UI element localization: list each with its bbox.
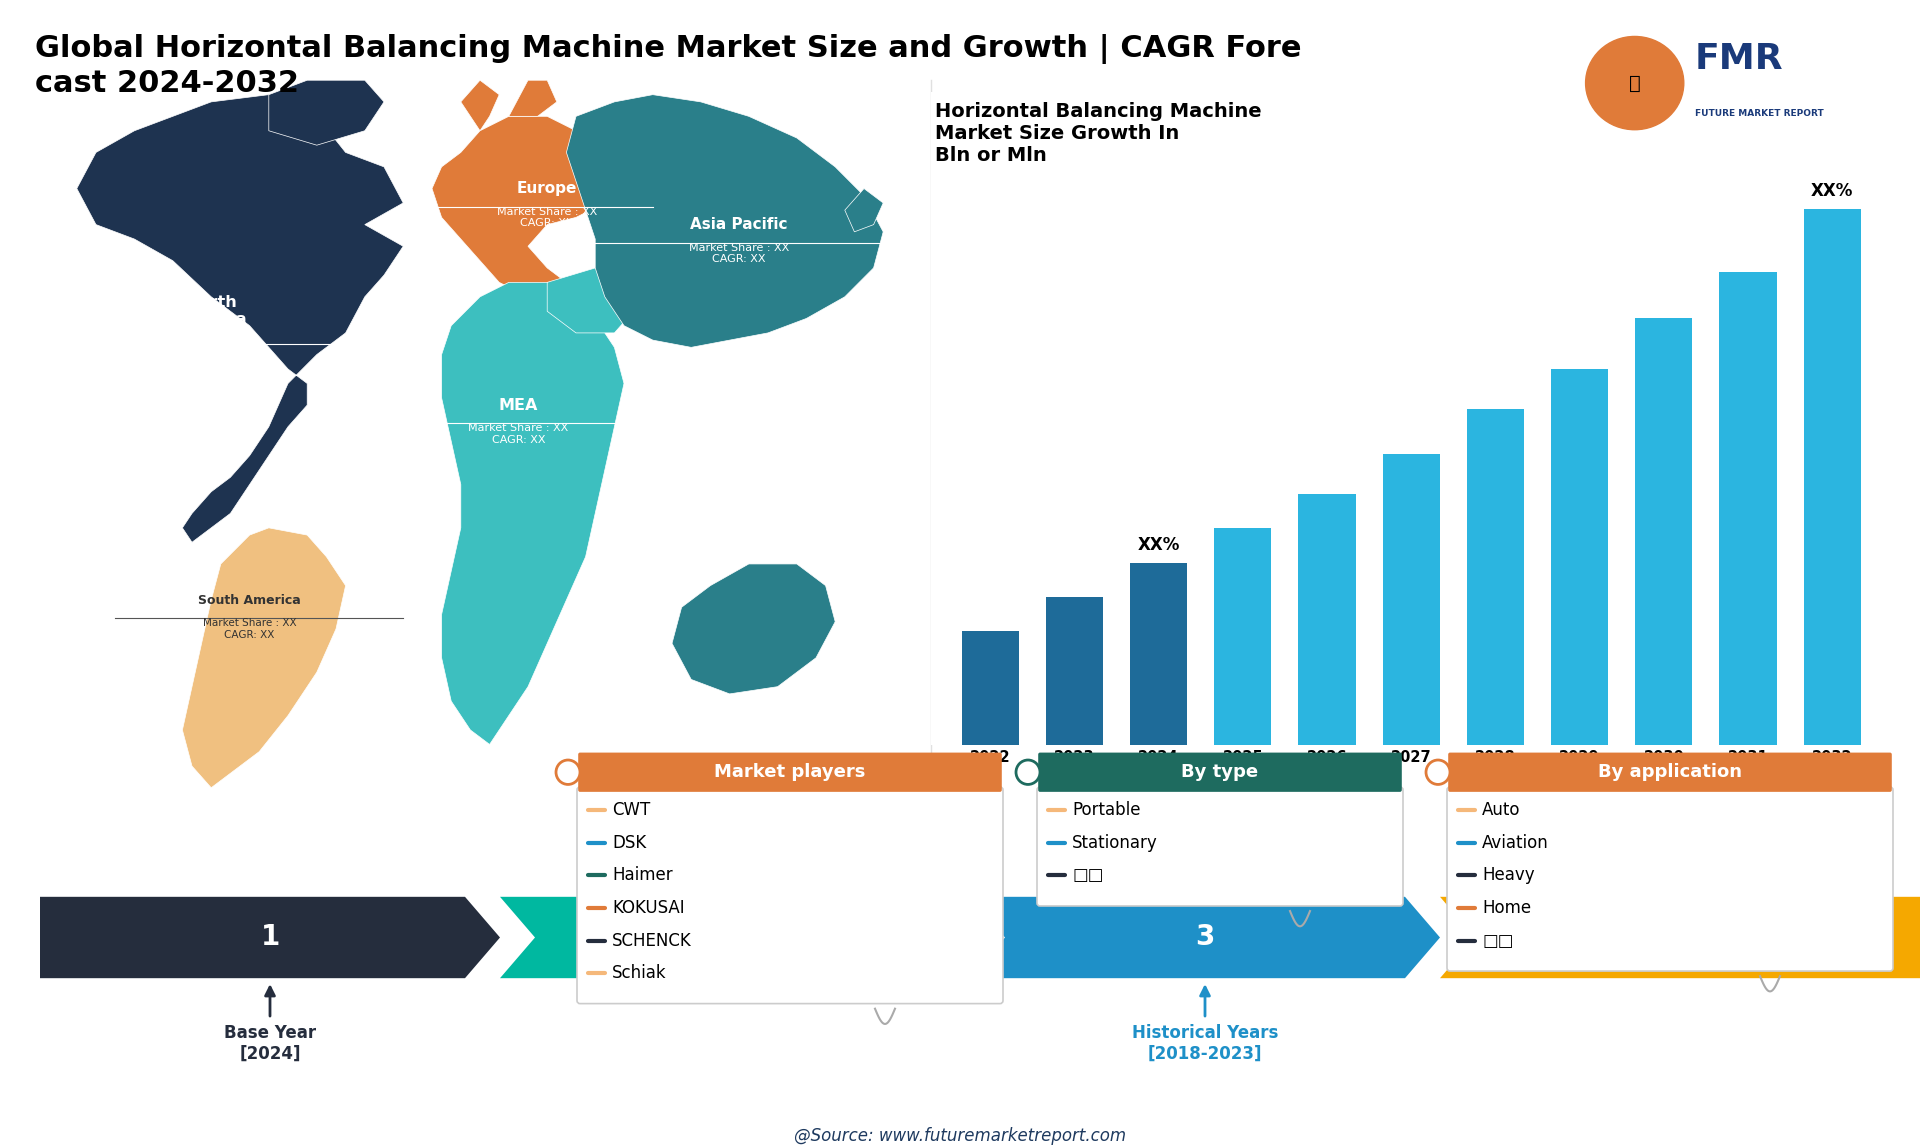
Text: 2: 2	[726, 924, 745, 951]
Text: FUTURE MARKET REPORT: FUTURE MARKET REPORT	[1695, 109, 1824, 118]
Text: Portable: Portable	[1071, 801, 1140, 819]
Bar	[1382, 455, 1440, 745]
FancyBboxPatch shape	[1037, 787, 1404, 906]
Polygon shape	[547, 268, 634, 332]
Bar	[962, 631, 1020, 745]
Text: 1: 1	[261, 924, 280, 951]
Circle shape	[557, 760, 580, 784]
Text: Aviation: Aviation	[1482, 834, 1549, 851]
Text: Market Share : XX
CAGR: XX: Market Share : XX CAGR: XX	[161, 344, 261, 366]
Bar	[1636, 317, 1692, 745]
Text: □□: □□	[1482, 932, 1513, 950]
Text: DSK: DSK	[612, 834, 647, 851]
Text: □□: □□	[1071, 866, 1104, 885]
Text: Auto: Auto	[1482, 801, 1521, 819]
Text: CAGR
XX%%: CAGR XX%%	[1651, 813, 1709, 851]
Text: Market Share : XX
CAGR: XX: Market Share : XX CAGR: XX	[497, 206, 597, 228]
Text: Global Horizontal Balancing Machine Market Size and Growth | CAGR Fore
cast 2024: Global Horizontal Balancing Machine Mark…	[35, 34, 1302, 97]
Polygon shape	[432, 116, 614, 297]
Text: By application: By application	[1597, 763, 1741, 782]
Polygon shape	[77, 95, 403, 542]
Circle shape	[1586, 37, 1684, 129]
FancyBboxPatch shape	[1448, 753, 1891, 792]
Text: Base Year
[2024]: Base Year [2024]	[225, 1025, 317, 1062]
Text: South America: South America	[198, 594, 301, 606]
Text: Heavy: Heavy	[1482, 866, 1534, 885]
Bar	[1467, 409, 1524, 745]
Circle shape	[1427, 760, 1450, 784]
Polygon shape	[566, 95, 883, 347]
Polygon shape	[182, 528, 346, 787]
Text: XX%: XX%	[1137, 535, 1179, 554]
Text: MEA: MEA	[499, 398, 538, 413]
Text: Market Share : XX
CAGR: XX: Market Share : XX CAGR: XX	[468, 423, 568, 445]
Text: 3: 3	[1196, 924, 1215, 951]
Text: Stationary: Stationary	[1071, 834, 1158, 851]
Text: @Source: www.futuremarketreport.com: @Source: www.futuremarketreport.com	[795, 1127, 1125, 1145]
Polygon shape	[845, 188, 883, 231]
Bar	[1551, 369, 1609, 745]
FancyBboxPatch shape	[1039, 753, 1402, 792]
Text: Market Share : XX
CAGR: XX: Market Share : XX CAGR: XX	[689, 243, 789, 265]
Circle shape	[1016, 760, 1041, 784]
Text: Horizontal Balancing Machine
Market Size Growth In
Bln or Mln: Horizontal Balancing Machine Market Size…	[935, 102, 1261, 165]
Bar	[1131, 563, 1187, 745]
Text: Home: Home	[1482, 898, 1530, 917]
Text: Europe: Europe	[516, 181, 578, 196]
Bar	[1213, 528, 1271, 745]
Polygon shape	[970, 897, 1440, 979]
Text: Market players: Market players	[714, 763, 866, 782]
Text: SCHENCK: SCHENCK	[612, 932, 691, 950]
Text: Market Share : XX
CAGR: XX: Market Share : XX CAGR: XX	[204, 618, 296, 639]
Polygon shape	[1440, 897, 1920, 979]
Text: XX%: XX%	[1811, 182, 1853, 201]
Bar	[1046, 597, 1102, 745]
Text: 4: 4	[1670, 924, 1690, 951]
Bar	[1720, 272, 1776, 745]
Text: KOKUSAI: KOKUSAI	[612, 898, 685, 917]
Polygon shape	[509, 80, 557, 116]
FancyBboxPatch shape	[578, 753, 1002, 792]
Text: Haimer: Haimer	[612, 866, 672, 885]
Text: Asia Pacific: Asia Pacific	[691, 217, 787, 233]
Polygon shape	[672, 564, 835, 693]
FancyBboxPatch shape	[578, 787, 1002, 1004]
Text: Forecast Years
[2024-2032]: Forecast Years [2024-2032]	[666, 813, 804, 851]
Text: FMR: FMR	[1695, 42, 1784, 76]
Text: Schiak: Schiak	[612, 964, 666, 982]
Polygon shape	[442, 282, 624, 745]
Text: 🔭: 🔭	[1628, 73, 1640, 93]
Bar	[1298, 494, 1356, 745]
Polygon shape	[40, 897, 499, 979]
Polygon shape	[461, 80, 499, 131]
Text: By type: By type	[1181, 763, 1260, 782]
Polygon shape	[499, 897, 970, 979]
Bar	[1803, 210, 1860, 745]
FancyBboxPatch shape	[1448, 787, 1893, 971]
Text: North
America: North America	[175, 295, 248, 328]
Text: Historical Years
[2018-2023]: Historical Years [2018-2023]	[1131, 1025, 1279, 1062]
Text: CWT: CWT	[612, 801, 651, 819]
Polygon shape	[269, 80, 384, 146]
